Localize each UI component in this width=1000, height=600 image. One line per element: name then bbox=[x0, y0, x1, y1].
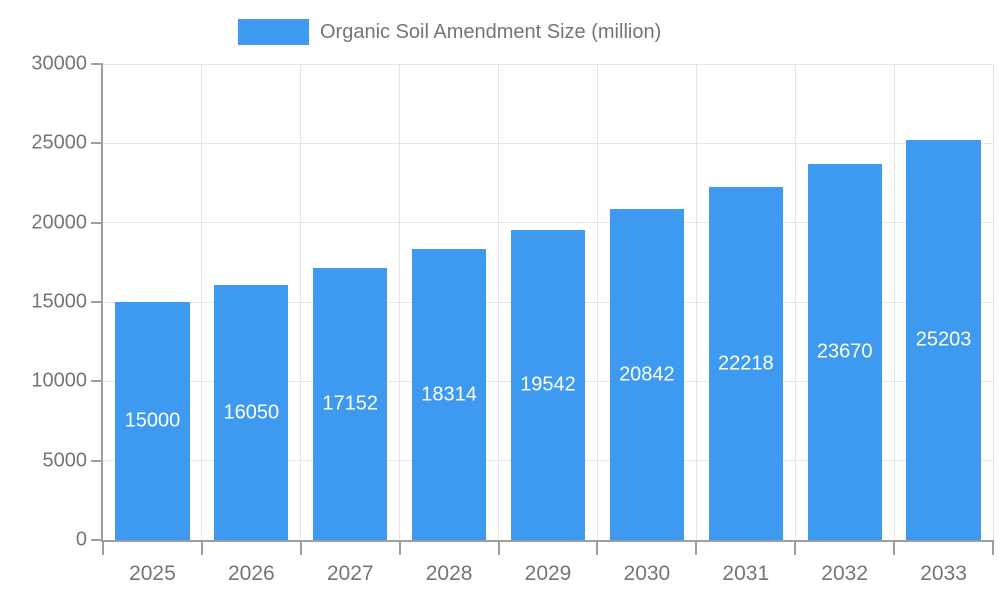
h-gridline bbox=[103, 63, 993, 65]
bar-2027 bbox=[313, 267, 388, 540]
y-axis-tick bbox=[91, 301, 103, 303]
bar-value-label: 15000 bbox=[124, 409, 181, 432]
y-axis-tick bbox=[91, 63, 103, 65]
y-axis-line bbox=[101, 64, 103, 542]
y-axis-label: 25000 bbox=[31, 131, 87, 154]
bar-2026 bbox=[214, 285, 289, 540]
v-gridline bbox=[300, 64, 302, 540]
x-axis-label: 2027 bbox=[326, 562, 374, 585]
v-gridline bbox=[794, 64, 796, 540]
y-axis-tick bbox=[91, 221, 103, 224]
y-axis-label: 30000 bbox=[31, 52, 87, 75]
v-gridline bbox=[596, 64, 598, 540]
bar-value-label: 23670 bbox=[816, 340, 873, 363]
bar-value-label: 16050 bbox=[223, 401, 280, 424]
x-axis-label: 2030 bbox=[623, 562, 671, 585]
v-gridline bbox=[201, 64, 203, 540]
v-gridline bbox=[695, 64, 697, 540]
v-gridline bbox=[992, 64, 994, 540]
x-axis-tick bbox=[299, 540, 302, 555]
h-gridline bbox=[103, 222, 993, 224]
bar-value-label: 22218 bbox=[717, 352, 774, 375]
v-gridline bbox=[498, 64, 500, 540]
x-axis-label: 2031 bbox=[722, 562, 770, 585]
legend-swatch bbox=[238, 19, 309, 45]
x-axis-tick bbox=[398, 540, 401, 555]
bar-2033 bbox=[906, 140, 981, 540]
x-axis-label: 2028 bbox=[425, 562, 473, 585]
x-axis-tick bbox=[893, 540, 896, 555]
legend: Organic Soil Amendment Size (million) bbox=[238, 19, 661, 45]
x-axis-tick bbox=[695, 540, 698, 555]
x-axis-tick bbox=[497, 540, 500, 555]
x-axis-tick bbox=[992, 540, 994, 555]
y-axis-tick bbox=[91, 380, 103, 383]
bar-2025 bbox=[115, 302, 190, 540]
v-gridline bbox=[399, 64, 401, 540]
y-axis-label: 5000 bbox=[42, 449, 88, 472]
bar-value-label: 17152 bbox=[322, 392, 379, 415]
x-axis-tick bbox=[794, 540, 797, 555]
y-axis-tick bbox=[91, 459, 103, 462]
y-axis-label: 15000 bbox=[31, 290, 87, 313]
legend-label: Organic Soil Amendment Size (million) bbox=[320, 20, 662, 43]
bar-2029 bbox=[510, 229, 586, 540]
x-axis-label: 2025 bbox=[129, 562, 176, 585]
bar-value-label: 18314 bbox=[421, 383, 477, 406]
bar-value-label: 25203 bbox=[915, 328, 972, 351]
bar-value-label: 19542 bbox=[520, 373, 576, 396]
y-axis-tick bbox=[91, 142, 103, 145]
h-gridline bbox=[103, 142, 993, 144]
x-axis-label: 2029 bbox=[524, 562, 572, 585]
y-axis-label: 0 bbox=[75, 528, 87, 551]
bar-value-label: 20842 bbox=[619, 363, 675, 386]
bar-2030 bbox=[609, 209, 684, 540]
x-axis-label: 2026 bbox=[227, 562, 275, 585]
bar-2028 bbox=[412, 249, 487, 540]
x-axis-line bbox=[101, 540, 993, 542]
x-axis-label: 2033 bbox=[920, 562, 967, 585]
x-axis-tick bbox=[596, 540, 599, 555]
x-axis-label: 2032 bbox=[821, 562, 869, 585]
bar-2031 bbox=[708, 187, 783, 540]
bar-2032 bbox=[807, 164, 882, 540]
y-axis-label: 10000 bbox=[31, 369, 87, 392]
v-gridline bbox=[893, 64, 895, 540]
y-axis-tick bbox=[91, 539, 103, 541]
y-axis-label: 20000 bbox=[31, 211, 87, 234]
x-axis-tick bbox=[200, 540, 203, 555]
x-axis-tick bbox=[102, 540, 104, 555]
